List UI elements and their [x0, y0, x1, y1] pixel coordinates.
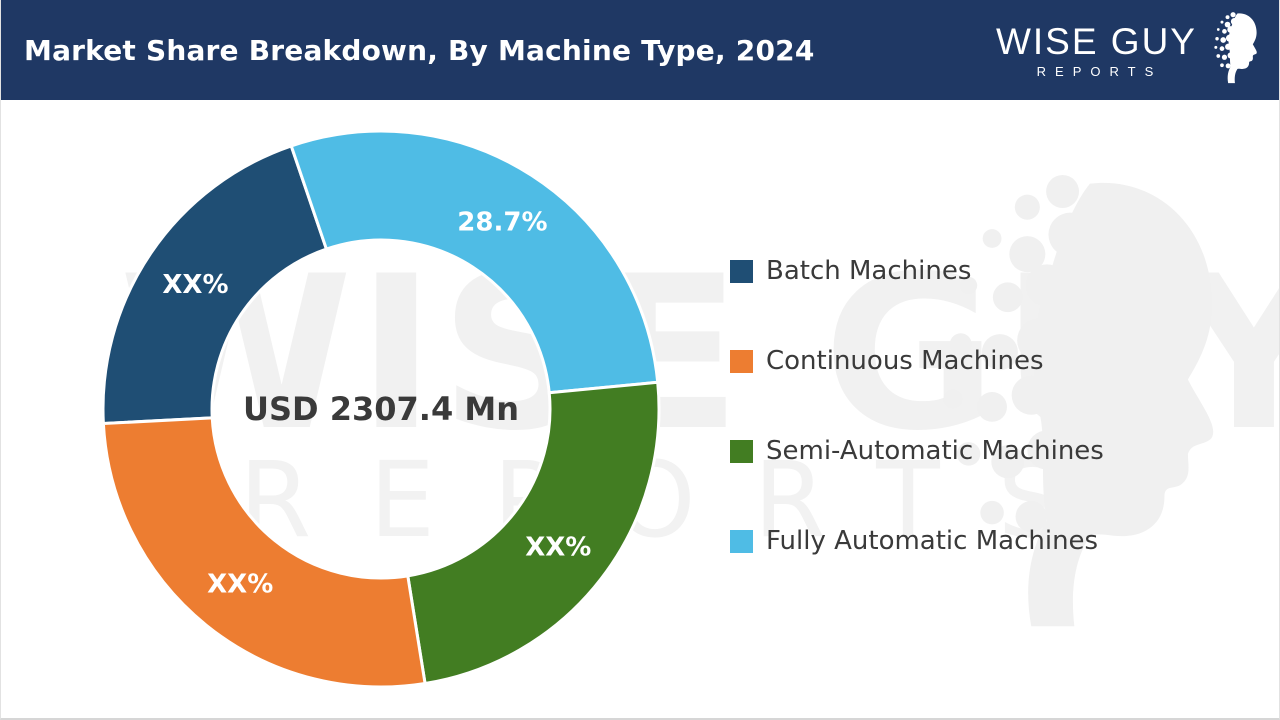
legend-label: Continuous Machines	[766, 346, 1044, 376]
donut-segment-continuous-machines	[101, 416, 427, 689]
segment-percentage-label: 28.7%	[457, 207, 547, 237]
legend-swatch	[730, 259, 753, 283]
legend-label: Fully Automatic Machines	[766, 526, 1099, 556]
legend-swatch	[730, 529, 753, 553]
legend-swatch	[730, 439, 753, 463]
segment-percentage-label: XX%	[162, 270, 228, 300]
chart-center-value: USD 2307.4 Mn	[243, 390, 519, 428]
legend-label: Semi-Automatic Machines	[766, 436, 1104, 466]
donut-segment-semi-automatic-machines	[406, 380, 661, 686]
donut-segment-fully-automatic-machines	[289, 129, 660, 395]
wise-guy-logo: WISE GUY REPORTS	[996, 11, 1261, 89]
legend-item-continuous-machines: Continuous Machines	[730, 346, 1104, 376]
page-title: Market Share Breakdown, By Machine Type,…	[24, 33, 815, 67]
chart-legend: Batch Machines Continuous Machines Semi-Au…	[730, 256, 1104, 616]
legend-swatch	[730, 349, 753, 373]
legend-item-batch-machines: Batch Machines	[730, 256, 1104, 286]
segment-percentage-label: XX%	[525, 532, 591, 562]
dotted-head-icon	[1199, 11, 1261, 89]
donut-segment-batch-machines	[101, 143, 329, 426]
watermark-dotted-head-icon	[847, 168, 1239, 642]
legend-item-fully-automatic-machines: Fully Automatic Machines	[730, 526, 1104, 556]
donut-chart: XX% 28.7% XX% XX%	[101, 129, 661, 689]
logo-text: WISE GUY REPORTS	[996, 23, 1197, 78]
segment-percentage-label: XX%	[207, 570, 273, 600]
logo-wordmark: WISE GUY	[995, 20, 1197, 62]
header-bar: Market Share Breakdown, By Machine Type,…	[1, 0, 1279, 100]
legend-label: Batch Machines	[766, 256, 972, 286]
legend-item-semi-automatic-machines: Semi-Automatic Machines	[730, 436, 1104, 466]
logo-subtitle: REPORTS	[1036, 63, 1163, 79]
